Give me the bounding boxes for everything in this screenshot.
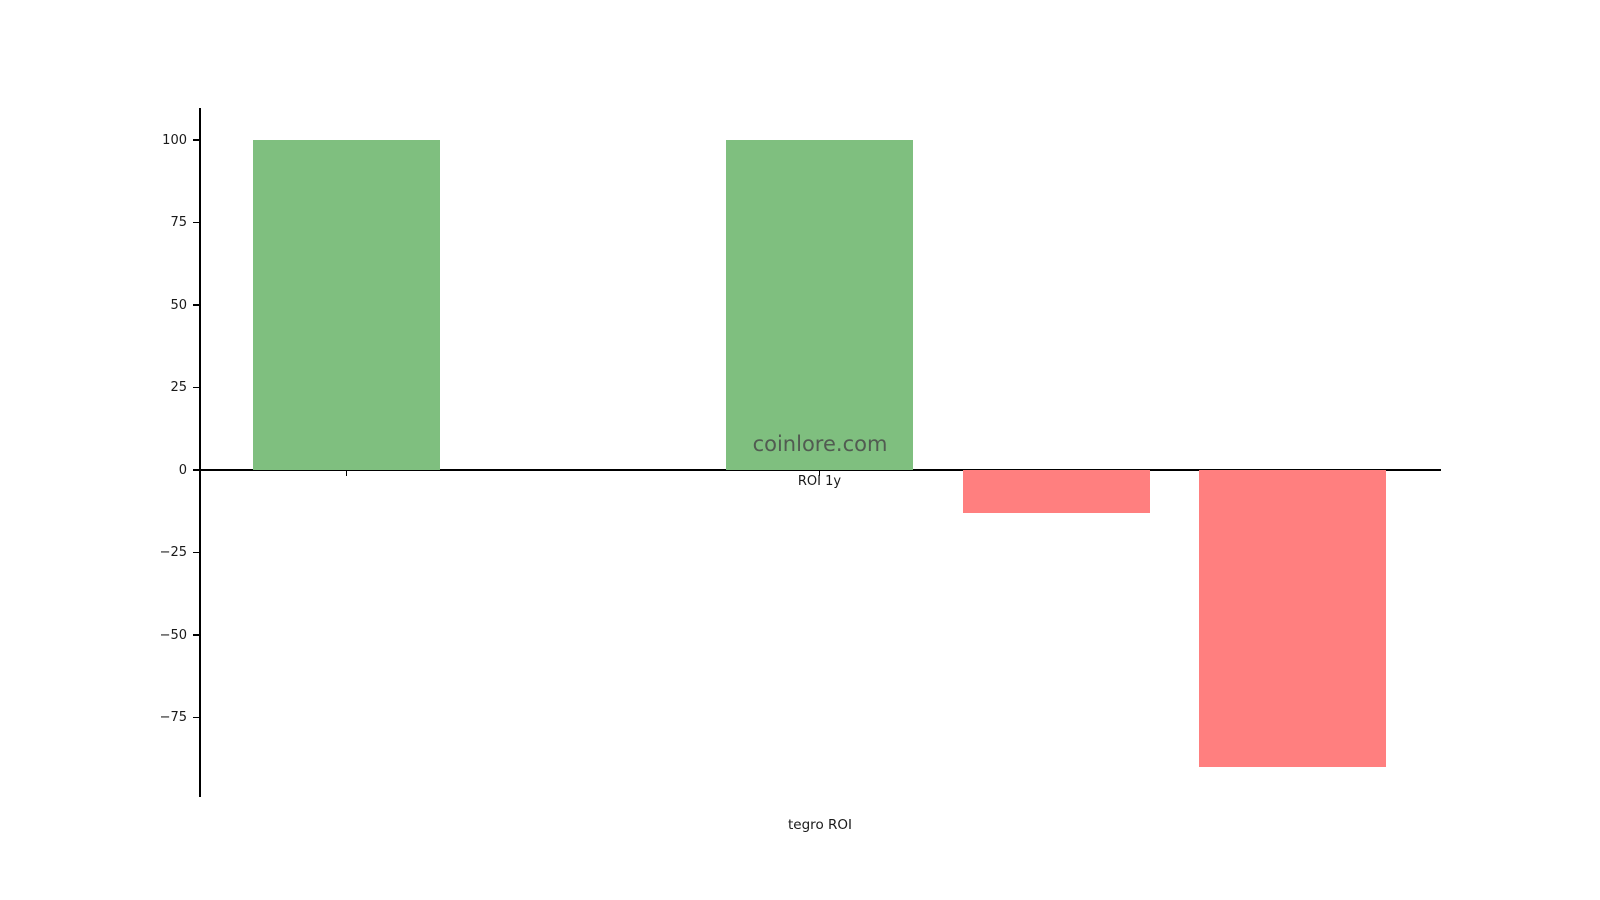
y-tick-label: 100 — [162, 132, 187, 148]
y-tick-label: 0 — [178, 462, 187, 478]
bar-2 — [726, 140, 913, 470]
y-tick-mark — [193, 139, 199, 141]
y-tick-mark — [193, 551, 199, 554]
x-axis-title: tegro ROI — [788, 817, 852, 833]
y-tick-label: −75 — [159, 710, 187, 725]
x-tick-mark — [818, 470, 821, 476]
watermark-text: coinlore.com — [752, 432, 888, 456]
y-tick-mark — [193, 716, 199, 719]
y-tick-label: −25 — [159, 545, 187, 560]
y-tick-mark — [193, 386, 199, 389]
x-tick-mark — [345, 470, 348, 476]
bar-4 — [1199, 470, 1386, 767]
x-tick-label: ROI 1y — [797, 474, 842, 489]
y-tick-mark — [193, 304, 199, 306]
y-tick-label: 75 — [170, 215, 187, 230]
y-tick-mark — [193, 469, 199, 471]
y-axis-spine — [199, 108, 201, 797]
y-tick-label: 25 — [170, 380, 187, 395]
y-tick-mark — [193, 634, 199, 636]
bar-0 — [253, 140, 440, 470]
y-tick-label: −50 — [159, 627, 187, 643]
y-tick-label: 50 — [170, 297, 187, 313]
bar-3 — [962, 470, 1150, 513]
y-tick-mark — [193, 221, 199, 224]
